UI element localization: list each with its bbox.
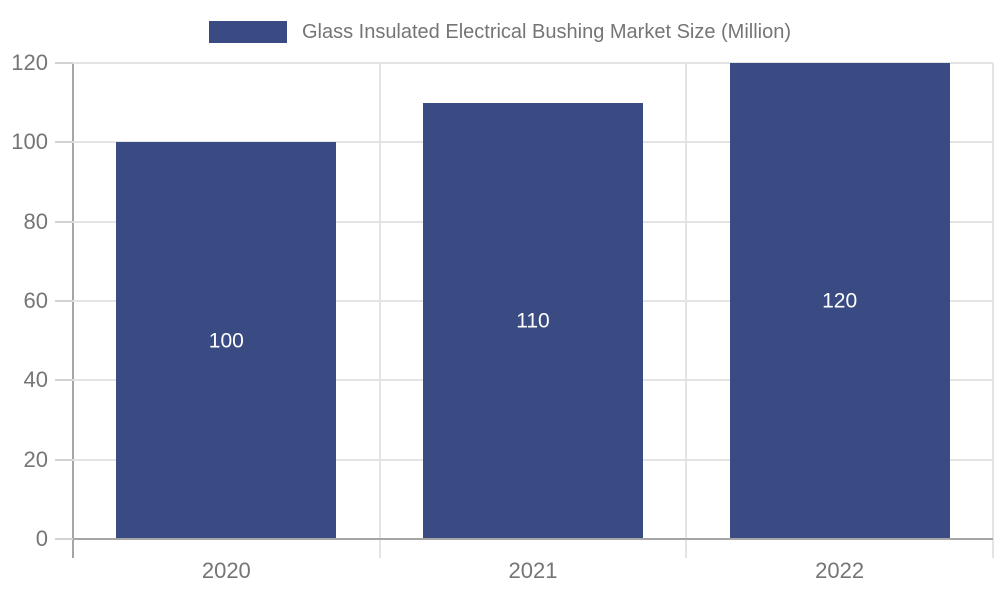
x-axis-tick-label: 2022 xyxy=(815,558,865,583)
x-gridline xyxy=(378,63,381,558)
y-axis-tick-mark xyxy=(55,538,73,540)
y-axis-tick-mark xyxy=(55,220,73,223)
legend-swatch xyxy=(208,21,287,43)
y-axis-tick-label: 40 xyxy=(23,367,48,393)
x-axis-line xyxy=(73,538,993,540)
y-axis-tick-label: 100 xyxy=(11,129,48,155)
bar-2021[interactable] xyxy=(423,103,643,539)
y-gridline xyxy=(73,62,993,64)
y-axis-tick-label: 120 xyxy=(11,50,48,75)
y-axis-tick-label: 60 xyxy=(23,288,48,313)
x-gridline xyxy=(685,63,688,558)
bar-value-label: 120 xyxy=(822,289,858,313)
y-axis-tick-mark xyxy=(55,141,73,144)
bar-2022[interactable] xyxy=(730,63,950,539)
plot-area: 0 20 40 60 80 100 120 100 2020 110 2021 120 2022 xyxy=(11,52,994,582)
bar-value-label: 100 xyxy=(208,329,244,353)
y-axis-tick-mark xyxy=(55,379,73,382)
legend-label: Glass Insulated Electrical Bushing Marke… xyxy=(301,20,792,43)
y-axis-tick-mark xyxy=(55,458,73,461)
legend-item[interactable]: Glass Insulated Electrical Bushing Marke… xyxy=(0,12,1000,52)
y-axis-tick-label: 80 xyxy=(23,208,48,234)
y-axis-line xyxy=(72,63,74,558)
y-axis-tick-mark xyxy=(55,62,73,64)
x-axis-tick-label: 2021 xyxy=(508,558,558,583)
y-axis-tick-label: 0 xyxy=(35,526,48,551)
x-axis-tick-label: 2020 xyxy=(201,558,251,583)
bar-2020[interactable] xyxy=(116,142,336,539)
bar-value-label: 110 xyxy=(516,309,550,333)
y-axis-tick-label: 20 xyxy=(23,446,48,472)
x-gridline xyxy=(992,63,994,558)
y-axis-tick-mark xyxy=(55,300,73,302)
